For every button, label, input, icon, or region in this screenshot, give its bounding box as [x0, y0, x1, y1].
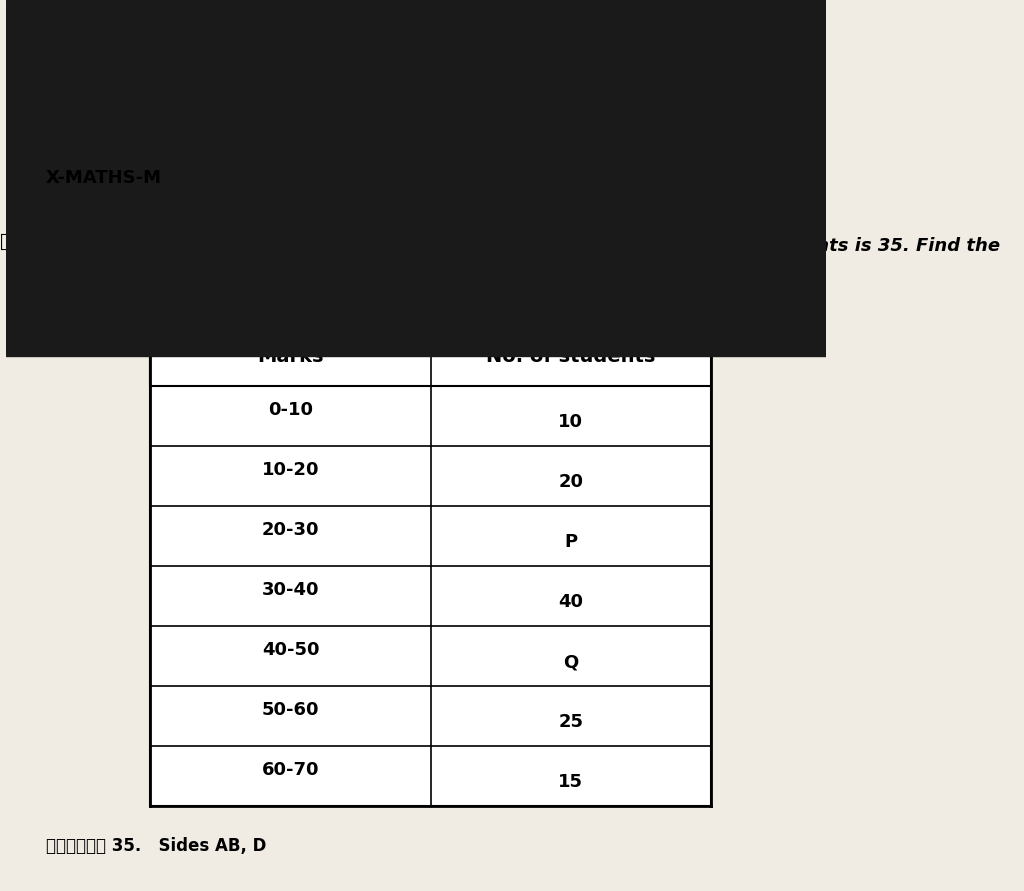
- Text: 10-20: 10-20: [262, 461, 319, 479]
- Text: 20: 20: [558, 473, 584, 491]
- Text: 40: 40: [558, 593, 584, 611]
- Text: The median of the following marks distribution of a class of 170 students is 35.: The median of the following marks distri…: [102, 237, 1000, 255]
- Text: X-MATHS-M: X-MATHS-M: [46, 169, 162, 187]
- Text: 60-70: 60-70: [262, 761, 319, 779]
- Text: 25: 25: [558, 713, 584, 731]
- Text: 10: 10: [558, 413, 584, 431]
- Text: 40-50: 40-50: [262, 641, 319, 659]
- Bar: [6, 0, 826, 356]
- Text: संख्या 35.   Sides AB, D: संख्या 35. Sides AB, D: [46, 837, 266, 855]
- Text: No. of students: No. of students: [486, 347, 655, 365]
- Text: 30-40: 30-40: [262, 581, 319, 599]
- Text: P: P: [564, 533, 578, 551]
- Polygon shape: [526, 111, 826, 351]
- Text: Marks: Marks: [257, 347, 324, 365]
- Text: OR: OR: [400, 192, 432, 210]
- Text: रते: रते: [0, 232, 36, 250]
- Text: 0-10: 0-10: [268, 401, 313, 419]
- Text: 15: 15: [558, 773, 584, 791]
- Text: 50-60: 50-60: [262, 701, 319, 719]
- Text: Q: Q: [563, 653, 579, 671]
- Text: 20-30: 20-30: [262, 521, 319, 539]
- Bar: [151, 326, 711, 806]
- Polygon shape: [287, 91, 446, 351]
- Bar: [151, 326, 711, 386]
- Text: missing frequencies and then find the mean marks of the students.: missing frequencies and then find the me…: [86, 277, 773, 295]
